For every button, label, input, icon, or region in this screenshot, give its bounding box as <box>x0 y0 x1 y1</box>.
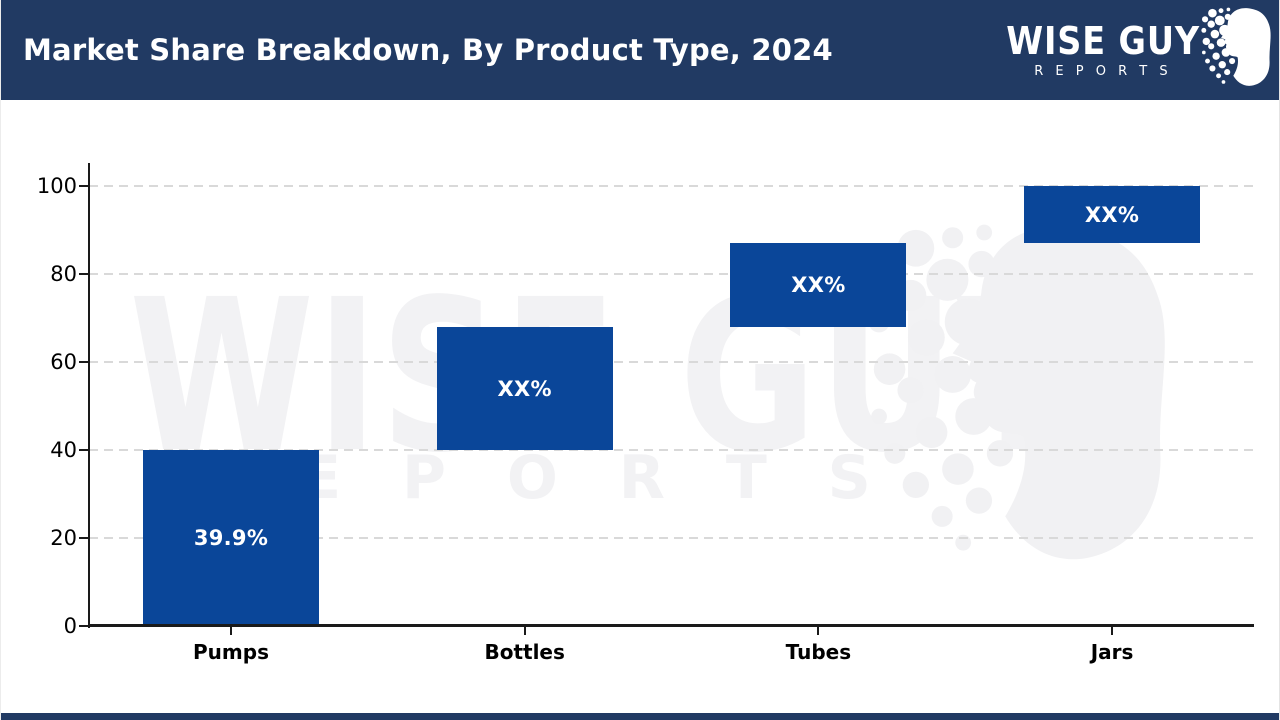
bar-bottles: XX% <box>436 326 613 451</box>
y-tick-mark <box>79 185 88 187</box>
logo-wordmark: WISE GUY <box>1006 18 1200 63</box>
y-tick-mark <box>79 273 88 275</box>
y-tick-label: 60 <box>50 350 77 374</box>
wiseguy-logo: WISE GUY R E P O R T S <box>993 7 1275 93</box>
y-axis-line <box>88 163 90 628</box>
watermark-face-icon <box>868 224 1165 560</box>
x-tick-mark <box>817 627 820 635</box>
logo-subtext: R E P O R T S <box>1034 63 1172 79</box>
gridline <box>89 273 1257 275</box>
chart-title: Market Share Breakdown, By Product Type,… <box>23 33 833 67</box>
bar-pumps: 39.9% <box>143 450 319 626</box>
x-category-label: Jars <box>1090 640 1134 664</box>
bar-value-label: XX% <box>1084 202 1140 227</box>
bottom-accent-bar <box>1 713 1279 720</box>
bar-jars: XX% <box>1024 186 1201 244</box>
y-tick-label: 100 <box>36 174 77 198</box>
y-tick-label: 0 <box>63 614 77 638</box>
gridline <box>89 185 1257 187</box>
bar-value-label: XX% <box>497 376 552 401</box>
x-axis-line <box>88 624 1254 627</box>
bar-value-label: 39.9% <box>193 526 269 551</box>
x-category-label: Tubes <box>785 640 852 664</box>
y-tick-label: 40 <box>50 438 77 462</box>
x-category-label: Pumps <box>193 640 269 664</box>
y-tick-mark <box>79 537 88 539</box>
bar-tubes: XX% <box>730 243 907 327</box>
gridline <box>89 361 1257 363</box>
y-tick-label: 20 <box>50 526 77 550</box>
gridline <box>89 537 1257 539</box>
x-category-label: Bottles <box>484 640 565 664</box>
bar-value-label: XX% <box>791 272 846 297</box>
x-tick-mark <box>230 627 232 635</box>
x-tick-mark <box>1111 627 1114 635</box>
logo-text: WISE GUY R E P O R T S <box>993 22 1213 79</box>
chart-header: Market Share Breakdown, By Product Type,… <box>1 0 1279 100</box>
y-tick-mark <box>79 449 88 451</box>
y-tick-mark <box>79 625 88 627</box>
y-tick-label: 80 <box>50 262 77 286</box>
gridline <box>89 449 1257 451</box>
y-tick-mark <box>79 361 88 363</box>
x-tick-mark <box>523 627 526 635</box>
